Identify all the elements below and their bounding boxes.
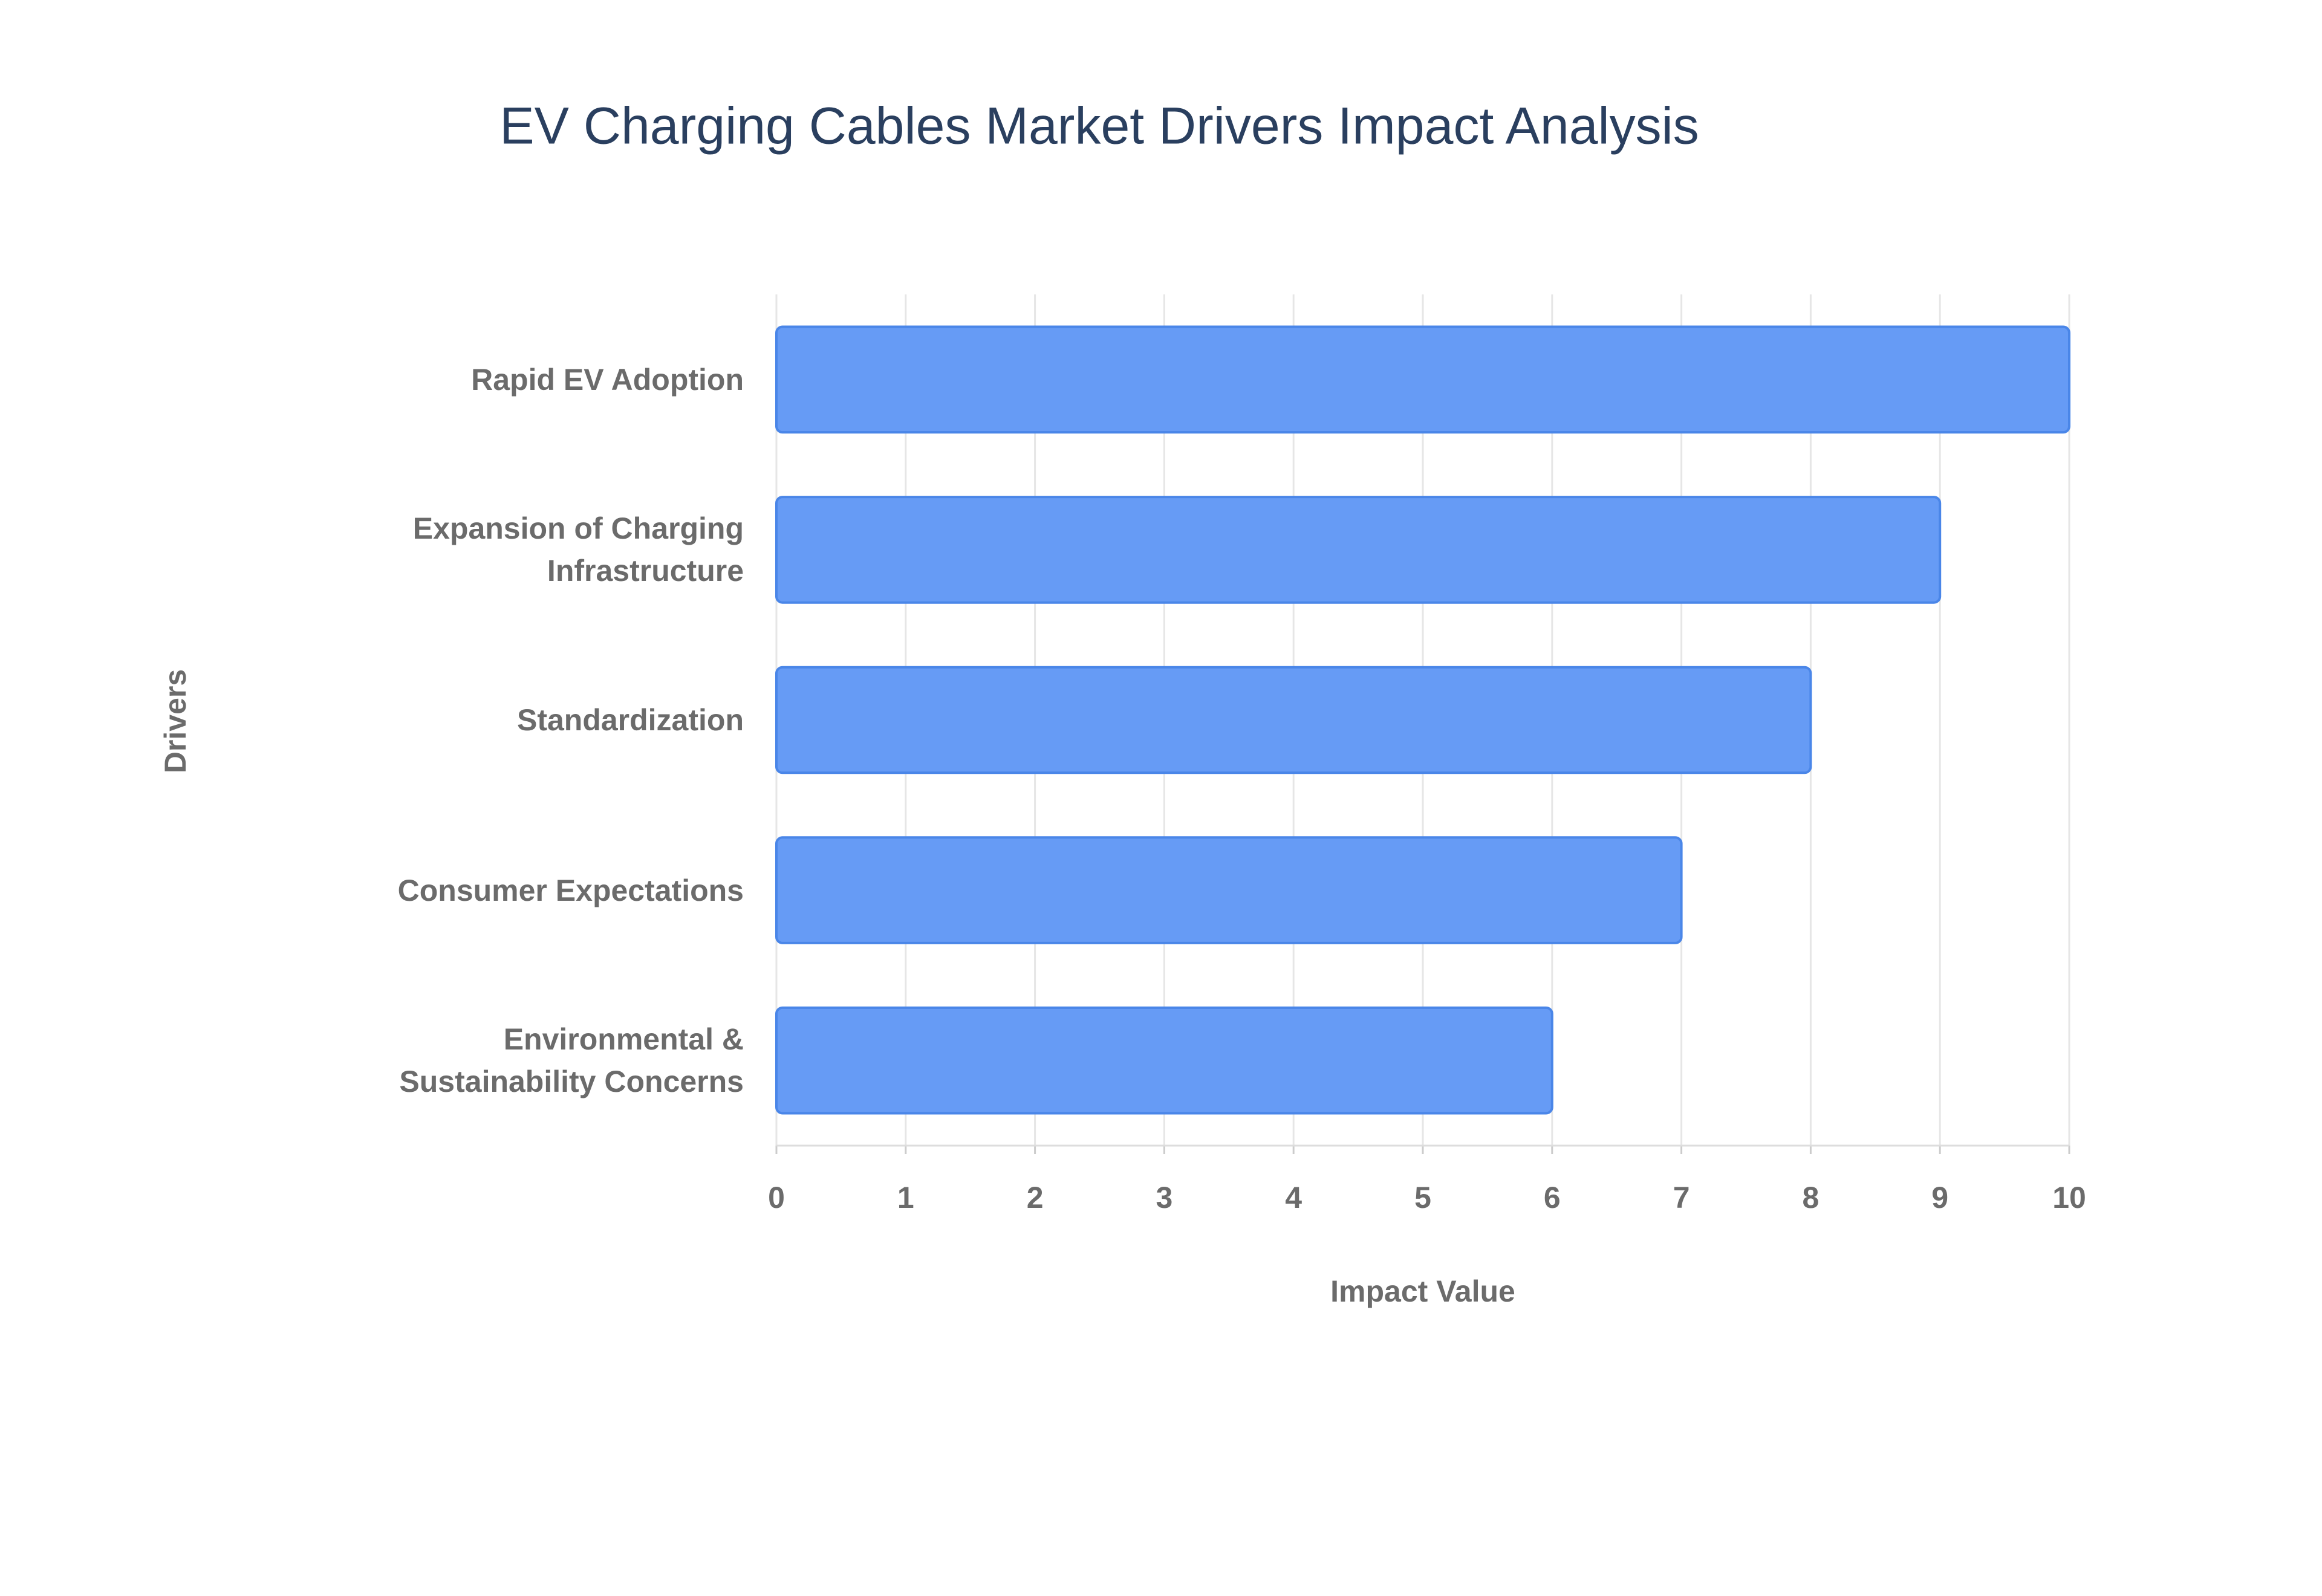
x-tick-label: 0 (768, 1181, 785, 1215)
y-tick-label: Environmental & Sustainability Concerns (399, 1022, 744, 1099)
y-tick-label-box: Expansion of Charging Infrastructure (412, 511, 744, 588)
x-tick-label: 1 (897, 1181, 914, 1215)
x-tick-label: 2 (1027, 1181, 1044, 1215)
bar (775, 836, 1683, 944)
x-tick-label: 5 (1414, 1181, 1431, 1215)
x-axis-title: Impact Value (1330, 1274, 1515, 1308)
y-axis-title: Drivers (158, 669, 192, 773)
y-tick-label-box: Consumer Expectations (397, 873, 744, 907)
y-tick-label: Standardization (516, 702, 744, 737)
x-tick-label: 9 (1931, 1181, 1948, 1215)
bar (775, 1006, 1553, 1115)
bar (775, 666, 1812, 774)
x-tick-label: 4 (1285, 1181, 1302, 1215)
x-tick-label: 3 (1156, 1181, 1172, 1215)
x-tick-label: 10 (2052, 1181, 2086, 1215)
chart-title: EV Charging Cables Market Drivers Impact… (499, 97, 1699, 155)
x-tick-label: 7 (1673, 1181, 1690, 1215)
y-tick-label: Expansion of Charging Infrastructure (412, 511, 744, 588)
y-tick-label: Rapid EV Adoption (471, 362, 744, 397)
y-tick-label: Consumer Expectations (397, 873, 744, 907)
y-tick-label-box: Environmental & Sustainability Concerns (399, 1022, 744, 1099)
y-tick-label-box: Rapid EV Adoption (471, 362, 744, 397)
bar (775, 325, 2070, 434)
y-tick-label-box: Standardization (516, 702, 744, 737)
x-tick-label: 6 (1544, 1181, 1561, 1215)
x-tick-label: 8 (1802, 1181, 1819, 1215)
bar (775, 496, 1942, 604)
